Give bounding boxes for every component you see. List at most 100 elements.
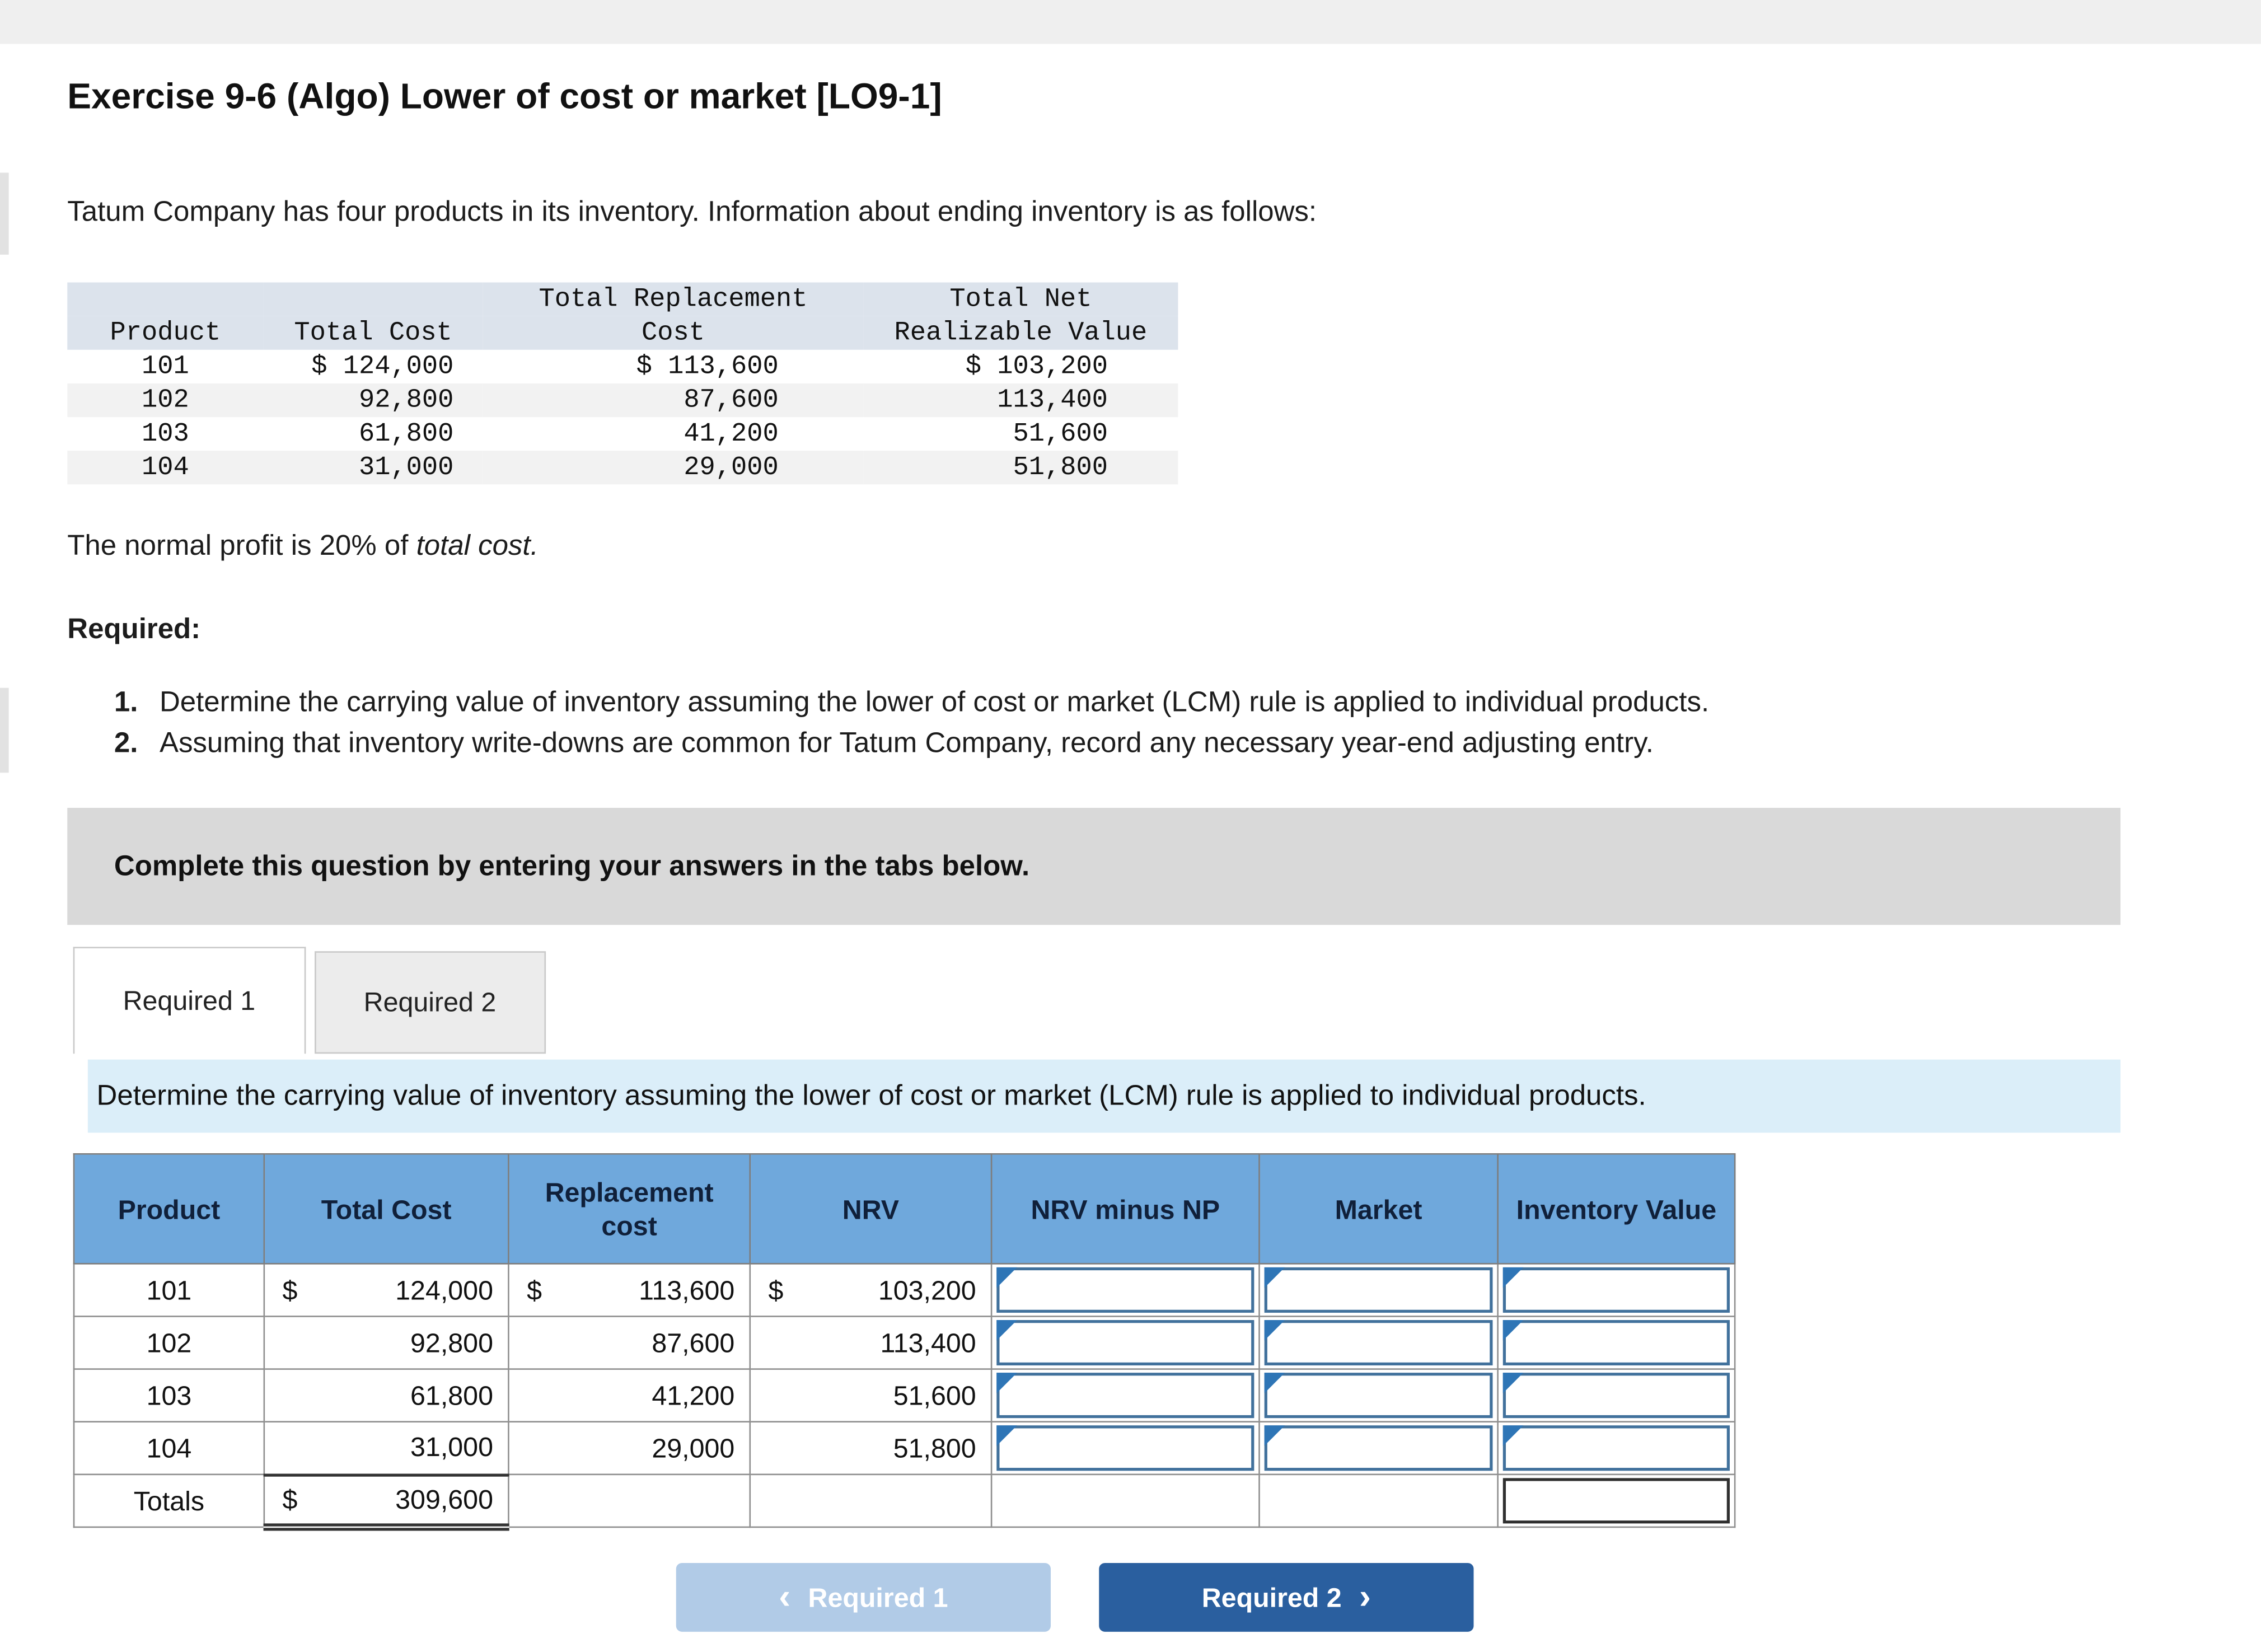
cell-total-cost: 61,800 [263,1368,509,1423]
answer-flag-icon [1264,1267,1285,1288]
amount: 124,000 [395,1274,493,1305]
inventory-value-input-102[interactable] [1502,1320,1730,1366]
amount: 113,400 [880,1326,976,1358]
next-button-label: Required 2 [1201,1581,1342,1612]
tab-required-2[interactable]: Required 2 [313,951,546,1054]
amount: 87,600 [652,1326,735,1358]
currency-symbol: $ [768,1274,784,1305]
market-input-103[interactable] [1264,1373,1493,1419]
normal-profit-note: The normal profit is 20% of total cost. [67,530,2261,563]
inv-total-cost: 31,000 [358,453,454,483]
ending-inventory-table: Total Replacement Total Net Product Tota… [67,282,1178,485]
requirement-number: 2. [114,727,138,760]
left-gutter-mark [0,172,9,255]
currency-symbol: $ [282,1483,298,1515]
amount: 103,200 [878,1274,976,1305]
cell-nrv: 113,400 [749,1316,993,1370]
inv-nrv: $ 103,200 [965,352,1108,381]
inv-row-104: 104 31,000 29,000 51,800 [67,451,1178,485]
cell-nrv: 51,800 [749,1421,993,1476]
inv-product: 101 [142,352,189,381]
top-bar [0,0,2261,44]
cell-nrv: 51,600 [749,1368,993,1423]
inv-replacement-cost: 29,000 [684,453,779,483]
empty-cell [990,1473,1260,1528]
inventory-value-input-103[interactable] [1502,1373,1730,1419]
currency-symbol: $ [527,1274,542,1305]
col-header-total-cost: Total Cost [263,1153,509,1265]
answer-row-103: 103 61,800 41,200 51,600 [73,1368,1736,1423]
answer-flag-icon [996,1267,1017,1288]
empty-cell [1258,1473,1499,1528]
answer-header-row: Product Total Cost Replacement cost NRV … [73,1153,1736,1265]
requirement-item-2: 2. Assuming that inventory write-downs a… [114,723,2261,764]
amount: 31,000 [410,1431,493,1463]
currency-symbol: $ [282,1274,298,1305]
requirements-list: 1. Determine the carrying value of inven… [114,682,2261,764]
lcm-answer-table: Product Total Cost Replacement cost NRV … [73,1153,1736,1531]
empty-cell [508,1473,751,1528]
inventory-value-input-104[interactable] [1502,1425,1730,1471]
amount: 51,600 [893,1379,976,1410]
nrv-minus-np-input-101[interactable] [996,1267,1254,1313]
inv-replacement-cost: $ 113,600 [636,352,779,381]
answer-flag-icon [1502,1267,1524,1288]
inv-replacement-cost: 41,200 [684,419,779,449]
market-input-104[interactable] [1264,1425,1493,1471]
next-required-2-button[interactable]: Required 2 › [1099,1562,1474,1632]
inv-row-102: 102 92,800 87,600 113,400 [67,383,1178,418]
answer-flag-icon [996,1425,1017,1446]
prev-required-1-button[interactable]: ‹ Required 1 [676,1562,1051,1632]
answer-flag-icon [1264,1373,1285,1393]
nrv-minus-np-input-102[interactable] [996,1320,1254,1366]
nrv-minus-np-input-104[interactable] [996,1425,1254,1471]
inv-header-nrv-line1: Total Net [949,284,1092,314]
prev-button-label: Required 1 [808,1581,948,1612]
col-header-nrv-minus-np: NRV minus NP [990,1153,1260,1265]
answer-flag-icon [1502,1425,1524,1446]
amount: 41,200 [652,1379,735,1410]
answer-flag-icon [1264,1320,1285,1341]
cell-nrv: $103,200 [749,1263,993,1317]
requirement-text: Assuming that inventory write-downs are … [159,727,1654,760]
cell-total-cost: 92,800 [263,1316,509,1370]
inv-row-103: 103 61,800 41,200 51,600 [67,417,1178,451]
inv-header-total-cost: Total Cost [294,318,452,348]
requirement-number: 1. [114,686,138,719]
inv-header-blank [264,283,483,316]
inv-header-nrv-line2: Realizable Value [894,318,1148,348]
tab-instruction: Determine the carrying value of inventor… [87,1059,2120,1133]
inv-total-cost: $ 124,000 [311,352,454,381]
chevron-left-icon: ‹ [779,1576,791,1617]
answer-flag-icon [996,1373,1017,1393]
cell-total-cost: $124,000 [263,1263,509,1317]
intro-text: Tatum Company has four products in its i… [67,196,1317,228]
inv-header-product: Product [110,318,221,348]
inv-total-cost: 61,800 [358,419,454,449]
answer-flag-icon [996,1320,1017,1341]
normal-profit-prefix: The normal profit is 20% of [67,530,416,562]
normal-profit-emphasis: total cost. [416,530,539,562]
cell-product: 102 [73,1316,265,1370]
cell-replacement-cost: 87,600 [508,1316,751,1370]
cell-product: 104 [73,1421,265,1476]
inv-header-blank [67,283,263,316]
answer-row-101: 101 $124,000 $113,600 $103,200 [73,1263,1736,1317]
tab-required-1[interactable]: Required 1 [73,947,306,1054]
totals-label: Totals [73,1473,265,1528]
tab-navigation: ‹ Required 1 Required 2 › [676,1562,2261,1632]
market-input-102[interactable] [1264,1320,1493,1366]
inventory-value-input-101[interactable] [1502,1267,1730,1313]
amount: 309,600 [395,1483,493,1515]
inventory-value-total-input[interactable] [1502,1478,1730,1524]
tab-bar: Required 1 Required 2 [73,947,2261,1054]
market-input-101[interactable] [1264,1267,1493,1313]
inv-product: 103 [142,419,189,449]
answer-flag-icon [1502,1320,1524,1341]
required-label: Required: [67,613,201,645]
inv-header-row-2: Product Total Cost Cost Realizable Value [67,316,1178,350]
col-header-market: Market [1258,1153,1499,1265]
cell-replacement-cost: 41,200 [508,1368,751,1423]
page-title: Exercise 9-6 (Algo) Lower of cost or mar… [67,77,942,118]
nrv-minus-np-input-103[interactable] [996,1373,1254,1419]
